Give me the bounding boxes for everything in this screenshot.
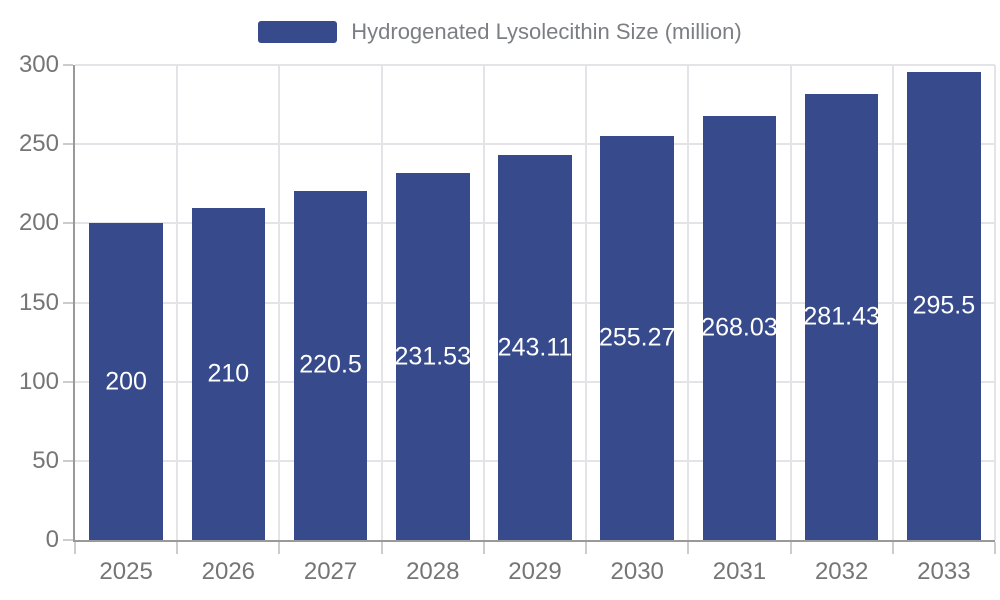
x-axis-tick (176, 542, 179, 554)
gridline-x (176, 65, 179, 540)
x-tick-label: 2032 (814, 558, 869, 585)
bar: 268.03 (701, 115, 778, 540)
bar-column: 281.43 (791, 65, 893, 540)
bar-column: 255.27 (586, 65, 688, 540)
gridline-x (994, 65, 996, 540)
gridline-x (380, 65, 383, 540)
gridline-x (585, 65, 588, 540)
plot-area: 0 50 100 150 200 250 300 200 2025 210 2026 220.5 202… (19, 51, 996, 585)
bar-column: 231.53 (382, 65, 484, 540)
bar-value-label: 220.5 (299, 350, 362, 379)
x-axis-tick (994, 542, 996, 554)
bar: 220.5 (293, 190, 368, 540)
bar: 281.43 (803, 94, 880, 540)
bar-column: 243.11 (484, 65, 586, 540)
x-tick-label: 2027 (303, 558, 358, 585)
y-tick-label: 300 (18, 51, 59, 78)
gridline-y (75, 64, 995, 66)
gridline-x (789, 65, 792, 540)
x-axis-tick (482, 542, 485, 554)
y-axis-tick (63, 380, 73, 383)
x-tick-label: 2028 (406, 558, 460, 585)
bar-column: 200 (75, 65, 177, 540)
bar-column: 220.5 (279, 65, 381, 540)
bar-value-label: 268.03 (701, 313, 778, 342)
bar: 255.27 (598, 135, 676, 540)
bar-column: 295.5 (893, 65, 995, 540)
x-axis-tick (789, 542, 792, 554)
y-axis-tick (63, 64, 73, 66)
bar-value-label: 281.43 (803, 302, 880, 331)
y-tick-label: 150 (18, 288, 59, 316)
bar-value-label: 210 (207, 359, 250, 388)
bar-value-label: 200 (105, 367, 147, 396)
x-axis-tick (380, 542, 383, 554)
legend-swatch (258, 21, 338, 44)
bar: 243.11 (498, 155, 572, 540)
y-axis-tick (63, 459, 73, 462)
bar-value-label: 295.5 (912, 291, 976, 320)
bar: 210 (191, 207, 266, 540)
y-axis-tick (63, 222, 73, 225)
gridline-y (75, 143, 995, 146)
bar: 200 (89, 223, 163, 540)
x-axis-tick (278, 542, 281, 554)
x-tick-label: 2031 (712, 558, 767, 585)
x-tick-label: 2026 (201, 558, 256, 585)
bar: 231.53 (394, 173, 471, 540)
bar-value-label: 243.11 (497, 333, 573, 362)
y-tick-label: 50 (32, 446, 59, 474)
gridline-x (891, 65, 894, 540)
legend-label: Hydrogenated Lysolecithin Size (million) (351, 19, 742, 44)
y-axis-tick (63, 301, 73, 304)
x-axis-tick (585, 542, 588, 554)
y-axis-tick (63, 539, 73, 541)
chart-legend-item[interactable]: Hydrogenated Lysolecithin Size (million) (0, 19, 1000, 45)
x-tick-label: 2033 (917, 558, 971, 585)
gridline-x (687, 65, 690, 540)
bar-column: 268.03 (688, 65, 790, 540)
y-tick-label: 200 (18, 209, 59, 237)
y-axis-tick (63, 143, 73, 146)
x-tick-label: 2025 (99, 558, 153, 585)
y-tick-label: 250 (18, 130, 59, 158)
gridline-x (278, 65, 281, 540)
y-tick-label: 100 (18, 367, 59, 395)
bar-value-label: 255.27 (598, 323, 676, 352)
x-tick-label: 2029 (508, 558, 562, 585)
bar: 295.5 (907, 72, 981, 540)
x-axis-tick (891, 542, 894, 554)
x-axis-tick (74, 542, 76, 554)
x-axis-tick (687, 542, 690, 554)
y-tick-label: 0 (45, 526, 59, 553)
x-tick-label: 2030 (610, 558, 664, 585)
bar-column: 210 (177, 65, 279, 540)
gridline-x (482, 65, 485, 540)
bar-value-label: 231.53 (394, 342, 471, 371)
